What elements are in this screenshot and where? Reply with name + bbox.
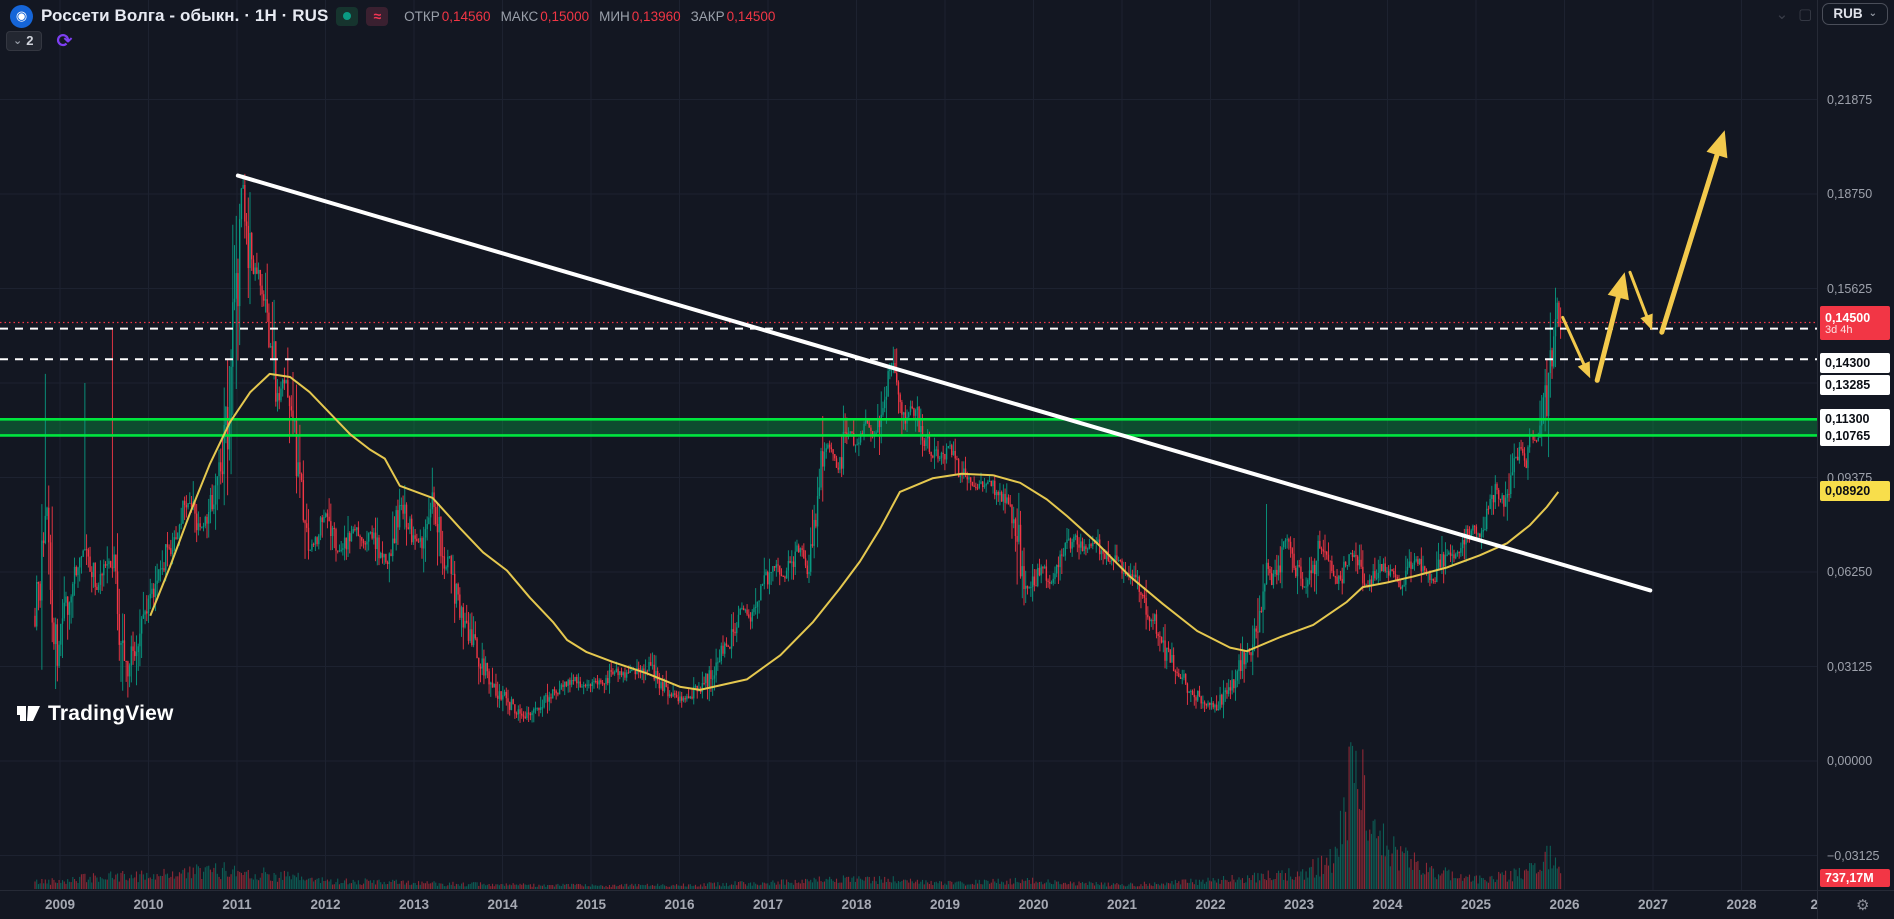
year-tick-label: 2021 xyxy=(1106,897,1138,912)
candlestick-series xyxy=(34,173,1562,723)
price-tick-label: −0,03125 xyxy=(1827,848,1880,863)
year-tick-label: 2018 xyxy=(841,897,872,912)
tradingview-wordmark: TradingView xyxy=(48,701,174,725)
price-tick-label: 0,21875 xyxy=(1827,92,1873,107)
symbol-header: ◉ Россети Волга - обыкн. · 1Н · RUS ≈ ОТ… xyxy=(10,4,775,28)
price-scale[interactable]: 0,21875 0,18750 0,15625 0,09375 0,06250 0,031… xyxy=(1817,0,1894,890)
arrow-shaft xyxy=(1628,270,1649,318)
market-status-chip[interactable] xyxy=(336,6,359,26)
year-tick-label: 2013 xyxy=(398,897,430,912)
arrow-head-icon xyxy=(1640,313,1653,331)
year-tick-label: 2020 xyxy=(1018,897,1049,912)
year-tick-label: 2016 xyxy=(664,897,695,912)
plot-area[interactable] xyxy=(0,0,1817,890)
grid-lines xyxy=(0,0,1817,890)
year-tick-label: 2028 xyxy=(1726,897,1757,912)
arrow-head-icon xyxy=(1607,272,1629,301)
price-tick-label: 0,03125 xyxy=(1827,659,1873,674)
year-tick-label: 2014 xyxy=(487,897,518,912)
symbol-logo-icon: ◉ xyxy=(10,4,33,28)
snapshot-frame-icon[interactable]: ▢ xyxy=(1798,6,1813,23)
price-tick-label: 0,18750 xyxy=(1827,187,1873,201)
descending-trendline[interactable] xyxy=(235,173,1653,593)
arrow-shaft xyxy=(1594,295,1621,383)
year-tick-label: 2023 xyxy=(1283,897,1315,912)
price-levels[interactable] xyxy=(0,321,1817,361)
year-tick-label: 2022 xyxy=(1195,897,1226,912)
year-tick-label: 2010 xyxy=(133,897,164,912)
ohlc-readout: ОТКР 0,14560 МАКС 0,15000 МИН 0,13960 ЗАКР 0… xyxy=(404,9,775,24)
bar-countdown: 3d 4h xyxy=(1825,323,1853,336)
year-tick-label: 2012 xyxy=(310,897,341,912)
sync-refresh-icon[interactable]: ⟳ xyxy=(56,30,73,52)
close-label: ЗАКР xyxy=(690,8,725,24)
caret-down-icon: ⌄ xyxy=(1868,8,1877,19)
currency-toggle-button[interactable]: RUB ⌄ xyxy=(1822,3,1888,25)
time-scale[interactable]: 2009 2010 2011 2012 2013 2014 2015 2016 2017 2018… xyxy=(0,890,1817,919)
price-level-badge: 0,11300 xyxy=(1820,409,1890,429)
open-label: ОТКР xyxy=(404,8,440,24)
volume-histogram xyxy=(34,742,1562,889)
axis-corner: ⚙ xyxy=(1817,890,1894,919)
year-tick-label: 2011 xyxy=(222,897,252,912)
tradingview-watermark[interactable]: TradingView xyxy=(16,701,174,726)
year-tick-label: 2024 xyxy=(1372,897,1403,912)
symbol-title[interactable]: Россети Волга - обыкн. · 1Н · RUS xyxy=(41,6,329,25)
market-open-dot-icon xyxy=(343,12,352,20)
tradingview-logo-icon xyxy=(17,706,40,721)
drawn-arrows[interactable] xyxy=(1561,130,1728,383)
close-value: 0,14500 xyxy=(726,8,776,24)
arrow-head-icon xyxy=(1706,130,1728,159)
support-zone-fill xyxy=(0,419,1817,436)
price-level-badge: 0,08920 xyxy=(1820,481,1890,501)
collapsed-indicators-count: 2 xyxy=(26,33,34,48)
open-value: 0,14560 xyxy=(441,8,491,24)
low-value: 0,13960 xyxy=(631,8,681,24)
year-tick-label: 2027 xyxy=(1637,897,1669,912)
price-level-badge: 0,10765 xyxy=(1820,426,1890,446)
arrow-head-icon xyxy=(1577,361,1591,379)
price-level-badge: 0,14300 xyxy=(1820,353,1890,373)
currency-label: RUB xyxy=(1833,6,1863,21)
chevron-down-icon: ⌄ xyxy=(13,35,23,47)
collapsed-indicators-button[interactable]: ⌄ 2 xyxy=(6,31,43,51)
moving-average-line[interactable] xyxy=(149,372,1560,691)
price-level-badge: 737,17M xyxy=(1820,869,1890,887)
logo-glyph: ◉ xyxy=(15,8,28,23)
high-label: МАКС xyxy=(500,8,539,24)
year-tick-label: 2015 xyxy=(575,897,607,912)
year-tick-label: 2026 xyxy=(1549,897,1580,912)
year-tick-label: 2017 xyxy=(752,897,784,912)
arrow-shaft xyxy=(1561,315,1586,366)
current-price-badge: 0,14500 3d 4h xyxy=(1820,306,1890,340)
support-zone-borders[interactable] xyxy=(0,417,1817,437)
header-right-controls: ⌄ ▢ RUB ⌄ xyxy=(1776,3,1888,25)
low-label: МИН xyxy=(599,8,630,24)
price-level-badge: 0,13285 xyxy=(1820,375,1890,395)
price-tick-label: 0,06250 xyxy=(1827,565,1873,579)
year-tick-label: 2009 xyxy=(44,897,76,912)
year-tick-label: 2019 xyxy=(929,897,961,912)
chevron-down-icon[interactable]: ⌄ xyxy=(1775,6,1789,23)
price-tick-label: 0,15625 xyxy=(1827,281,1873,296)
high-value: 0,15000 xyxy=(540,8,590,24)
indicator-row: ⌄ 2 ⟳ xyxy=(6,31,72,51)
arrow-shaft xyxy=(1659,152,1720,335)
year-tick-label-partial: 20 xyxy=(1810,897,1817,912)
year-tick-label: 2025 xyxy=(1460,897,1492,912)
scale-settings-gear-icon[interactable]: ⚙ xyxy=(1856,897,1870,914)
delayed-data-chip[interactable]: ≈ xyxy=(366,6,389,26)
price-tick-label: 0,00000 xyxy=(1827,754,1873,768)
